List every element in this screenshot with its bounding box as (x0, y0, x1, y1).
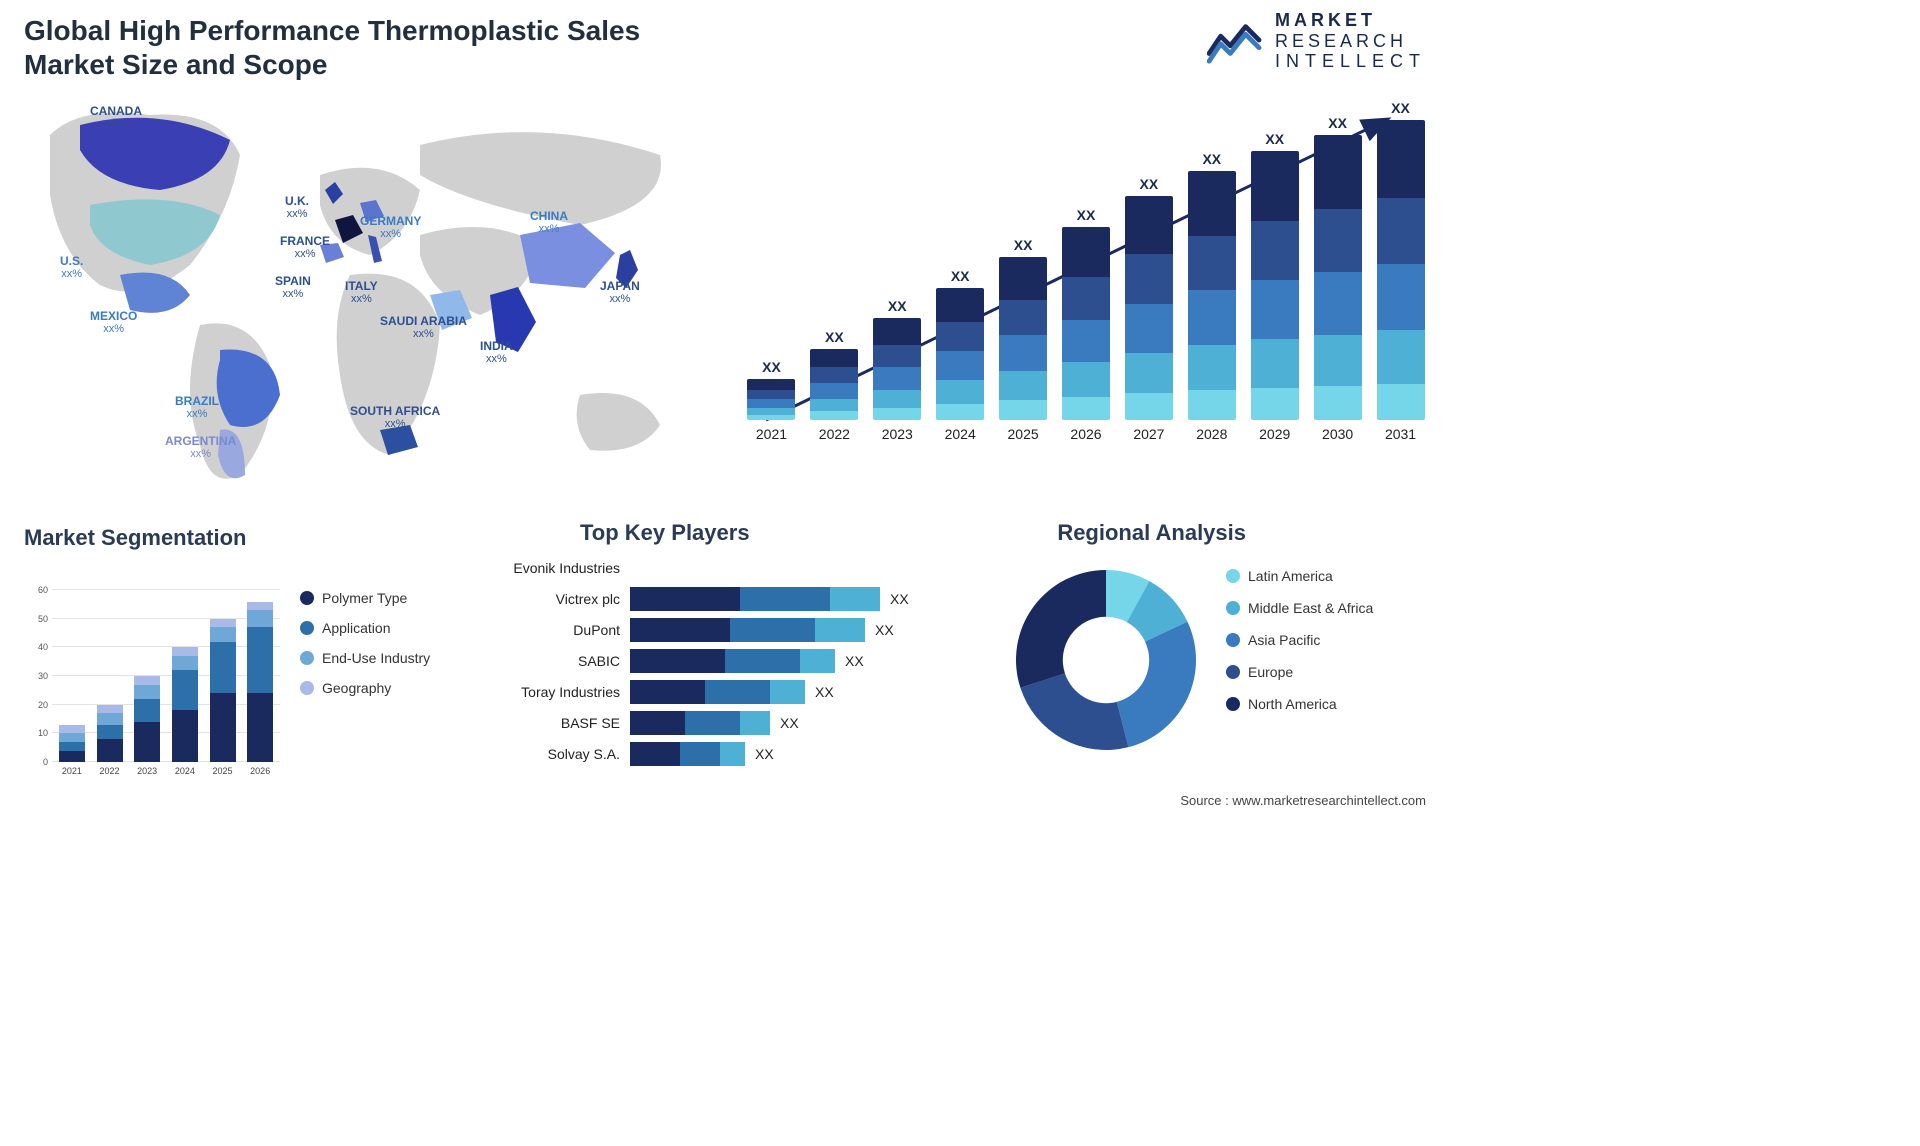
growth-year: 2022 (819, 426, 850, 442)
world-map: CANADAxx% U.S.xx% MEXICOxx% BRAZILxx% ARGENT… (20, 95, 700, 495)
growth-col: XX 2022 (809, 329, 860, 442)
growth-col: XX 2030 (1312, 115, 1363, 442)
growth-value-label: XX (1328, 115, 1347, 131)
growth-value-label: XX (1391, 100, 1410, 116)
growth-year: 2028 (1196, 426, 1227, 442)
seg-col: 2025 (207, 619, 239, 762)
legend-item: Application (300, 620, 430, 636)
map-label: CHINAxx% (530, 210, 568, 235)
growth-year: 2021 (756, 426, 787, 442)
growth-col: XX 2028 (1186, 151, 1237, 442)
page-title: Global High Performance Thermoplastic Sa… (24, 14, 724, 81)
legend-item: Middle East & Africa (1226, 600, 1373, 616)
growth-col: XX 2031 (1375, 100, 1426, 442)
key-player-row: BASF SEXX (480, 710, 960, 736)
growth-col: XX 2025 (998, 237, 1049, 442)
legend-item: Geography (300, 680, 430, 696)
growth-year: 2029 (1259, 426, 1290, 442)
key-player-row: DuPontXX (480, 617, 960, 643)
map-label: FRANCExx% (280, 235, 330, 260)
legend-item: Europe (1226, 664, 1373, 680)
regional-chart: Latin America Middle East & Africa Asia Pa… (1006, 560, 1426, 770)
growth-year: 2027 (1133, 426, 1164, 442)
map-label: MEXICOxx% (90, 310, 137, 335)
key-players-title: Top Key Players (580, 520, 750, 546)
seg-col: 2026 (244, 602, 276, 763)
legend-item: Polymer Type (300, 590, 430, 606)
key-player-row: Victrex plcXX (480, 586, 960, 612)
map-label: SOUTH AFRICAxx% (350, 405, 440, 430)
growth-year: 2025 (1008, 426, 1039, 442)
map-label: SAUDI ARABIAxx% (380, 315, 467, 340)
seg-col: 2024 (169, 647, 201, 762)
key-players-chart: Evonik Industries Victrex plcXX DuPontXX SA… (480, 555, 960, 785)
legend-item: North America (1226, 696, 1373, 712)
growth-col: XX 2027 (1123, 176, 1174, 442)
donut-svg (1006, 560, 1206, 760)
growth-chart: XX 2021 XX 2022 XX 2023 XX 2024 XX 2025 XX 2026 XX 20… (746, 90, 1426, 470)
growth-col: XX 2024 (935, 268, 986, 442)
map-label: BRAZILxx% (175, 395, 219, 420)
growth-value-label: XX (1265, 131, 1284, 147)
growth-value-label: XX (1077, 207, 1096, 223)
map-label: U.S.xx% (60, 255, 83, 280)
growth-year: 2023 (882, 426, 913, 442)
seg-col: 2022 (94, 705, 126, 762)
key-player-row: SABICXX (480, 648, 960, 674)
legend-item: End-Use Industry (300, 650, 430, 666)
segmentation-title: Market Segmentation (24, 525, 247, 551)
map-label: ITALYxx% (345, 280, 378, 305)
map-label: ARGENTINAxx% (165, 435, 236, 460)
growth-value-label: XX (1202, 151, 1221, 167)
map-label: CANADAxx% (90, 105, 142, 130)
growth-year: 2030 (1322, 426, 1353, 442)
source-text: Source : www.marketresearchintellect.com (1180, 793, 1426, 808)
logo-text: MARKET RESEARCH INTELLECT (1275, 10, 1426, 72)
growth-value-label: XX (825, 329, 844, 345)
growth-value-label: XX (888, 298, 907, 314)
key-player-row: Solvay S.A.XX (480, 741, 960, 767)
map-label: SPAINxx% (275, 275, 311, 300)
legend-item: Asia Pacific (1226, 632, 1373, 648)
growth-value-label: XX (1014, 237, 1033, 253)
growth-value-label: XX (1140, 176, 1159, 192)
regional-title: Regional Analysis (1057, 520, 1246, 546)
growth-year: 2026 (1070, 426, 1101, 442)
map-label: INDIAxx% (480, 340, 513, 365)
growth-value-label: XX (951, 268, 970, 284)
legend-item: Latin America (1226, 568, 1373, 584)
growth-col: XX 2023 (872, 298, 923, 442)
map-label: JAPANxx% (600, 280, 640, 305)
growth-value-label: XX (762, 359, 781, 375)
seg-col: 2021 (56, 725, 88, 762)
seg-col: 2023 (131, 676, 163, 762)
segmentation-chart: 0102030405060 202120222023202420252026 P… (20, 560, 470, 780)
growth-col: XX 2021 (746, 359, 797, 442)
key-player-row: Evonik Industries (480, 555, 960, 581)
logo: MARKET RESEARCH INTELLECT (1207, 10, 1426, 72)
growth-year: 2031 (1385, 426, 1416, 442)
logo-icon (1207, 17, 1265, 65)
map-label: GERMANYxx% (360, 215, 421, 240)
growth-col: XX 2029 (1249, 131, 1300, 442)
key-player-row: Toray IndustriesXX (480, 679, 960, 705)
growth-year: 2024 (945, 426, 976, 442)
growth-col: XX 2026 (1061, 207, 1112, 442)
map-label: U.K.xx% (285, 195, 309, 220)
regional-legend: Latin America Middle East & Africa Asia Pa… (1226, 568, 1373, 712)
segmentation-legend: Polymer Type Application End-Use Industry G… (300, 590, 430, 696)
